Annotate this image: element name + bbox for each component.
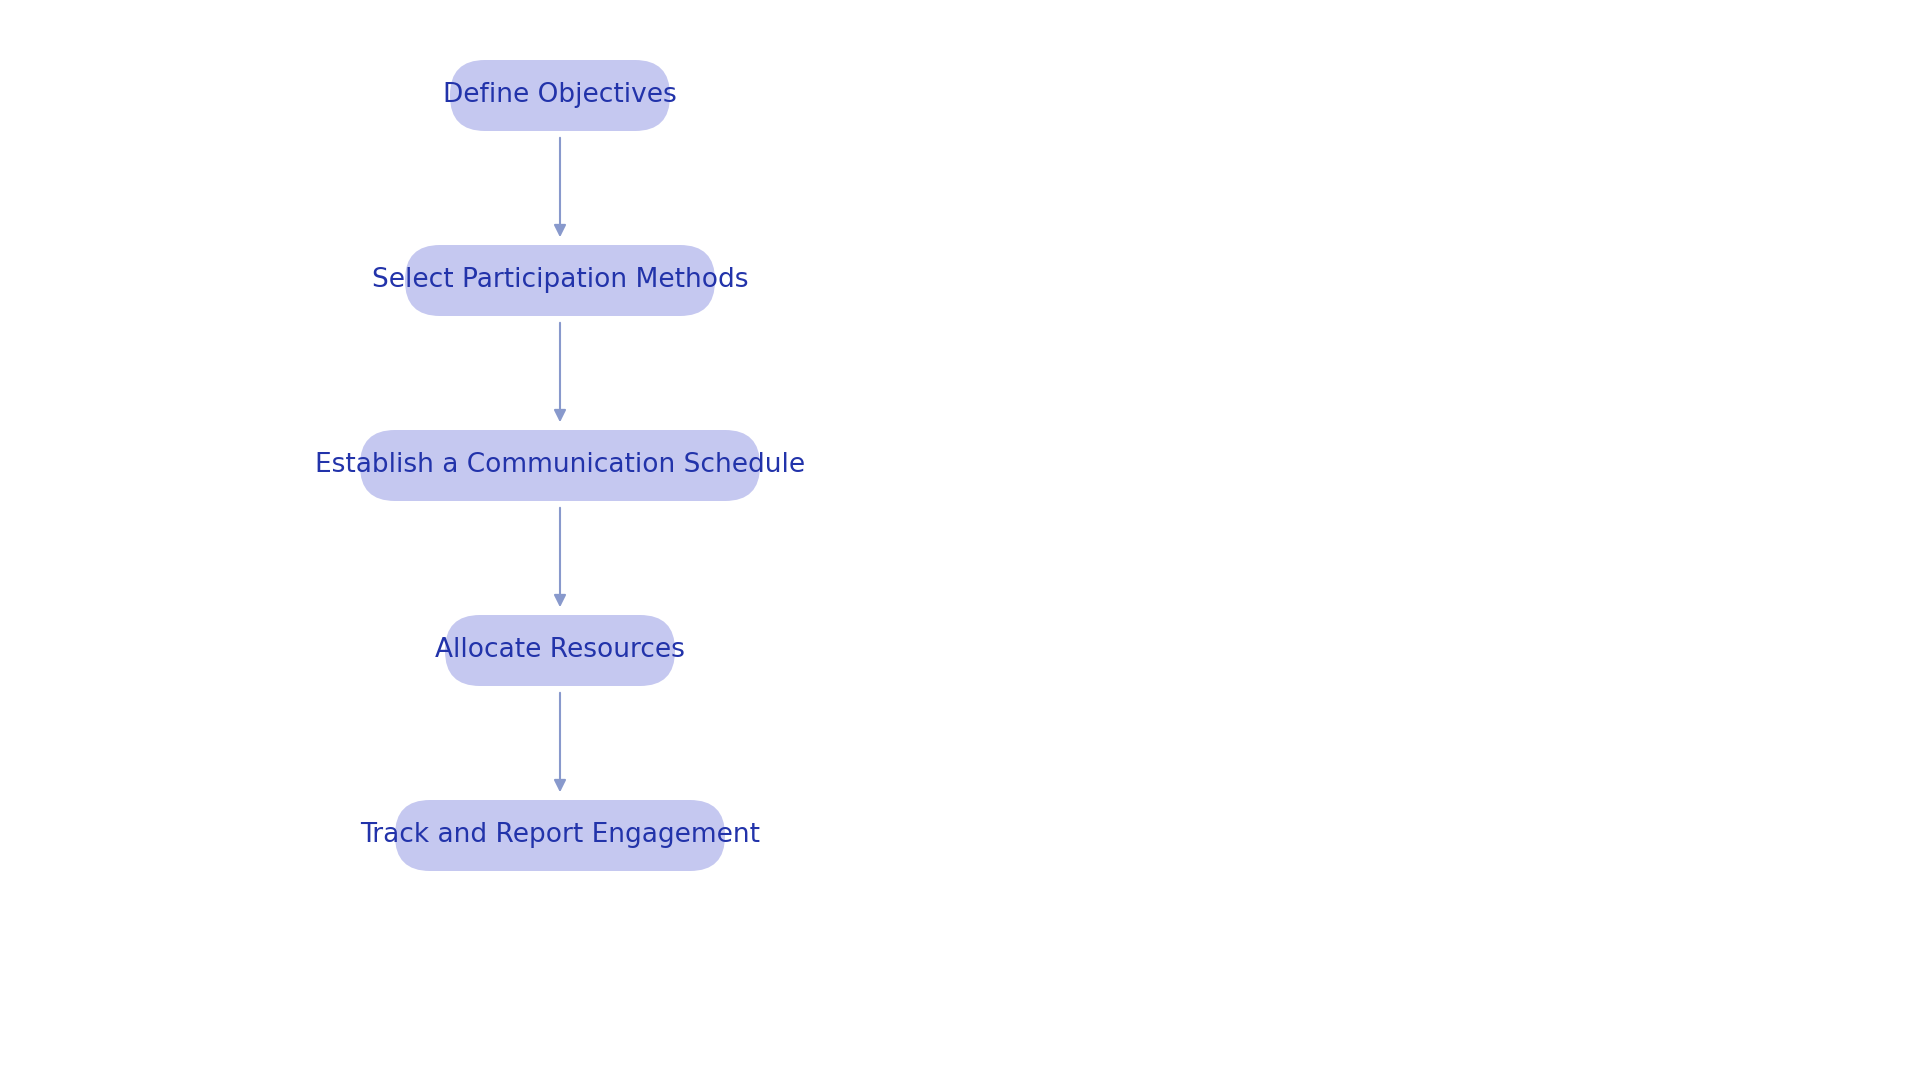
FancyBboxPatch shape <box>405 245 714 316</box>
FancyBboxPatch shape <box>449 60 670 131</box>
Text: Select Participation Methods: Select Participation Methods <box>372 268 749 293</box>
FancyBboxPatch shape <box>361 430 760 501</box>
Text: Allocate Resources: Allocate Resources <box>436 637 685 663</box>
Text: Track and Report Engagement: Track and Report Engagement <box>361 822 760 848</box>
Text: Establish a Communication Schedule: Establish a Communication Schedule <box>315 452 804 478</box>
Text: Define Objectives: Define Objectives <box>444 82 678 108</box>
FancyBboxPatch shape <box>445 615 676 686</box>
FancyBboxPatch shape <box>396 800 726 871</box>
